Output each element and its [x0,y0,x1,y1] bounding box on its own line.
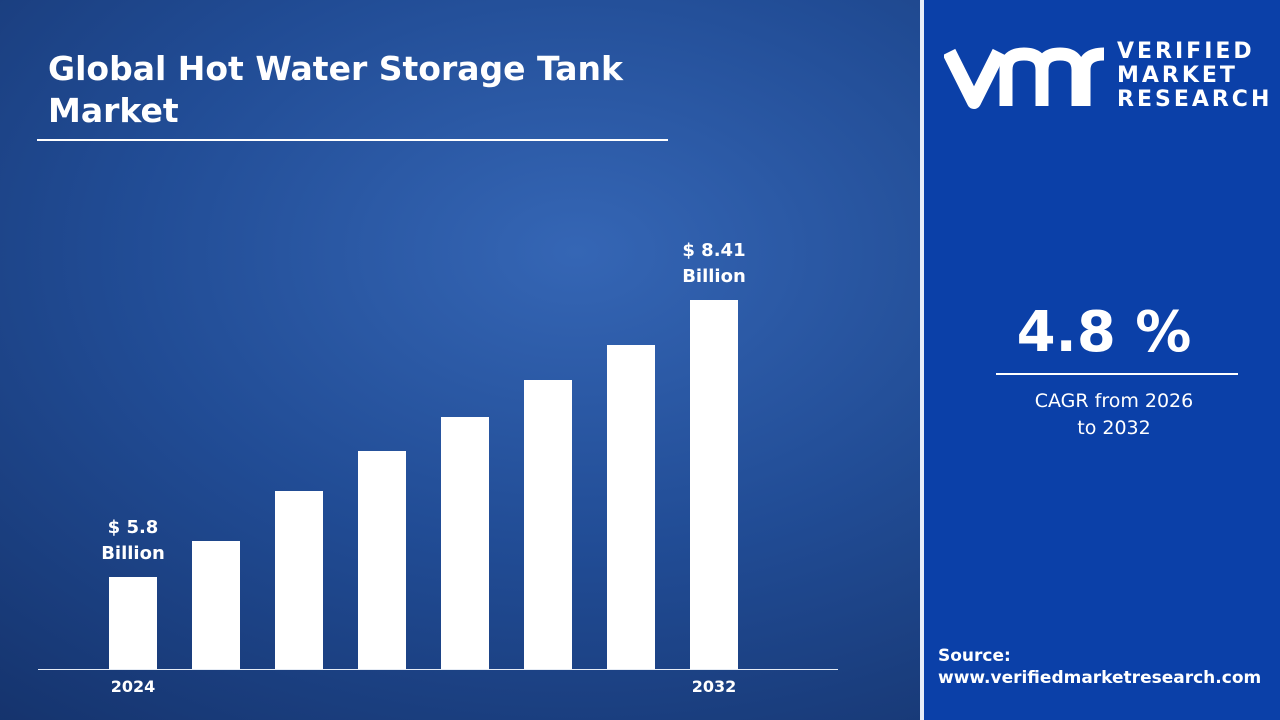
value-label: $ 8.41 Billion [682,240,746,287]
chart: 2024 $ 5.8 Billion 2032 $ 8.41 Billion [38,240,838,696]
brand-line: RESEARCH [1117,87,1273,112]
bar [690,300,738,669]
brand: VERIFIED MARKET RESEARCH [1117,40,1272,112]
bar [607,344,655,669]
bar [524,379,572,669]
source-url: www.verifiedmarketresearch.com [938,668,1262,688]
source: Source: www.verifiedmarketresearch.com [938,645,1261,689]
cagr-rule [996,373,1238,375]
cagr-label: CAGR from 2026 to 2032 [1034,390,1194,439]
bar [358,450,406,669]
baseline [38,669,838,670]
cagr-value: 4.8 % [1016,300,1192,365]
value-label: $ 5.8 Billion [101,516,165,564]
bar [109,576,157,669]
x-tick-label: 2024 [110,677,156,696]
brand-line: MARKET [1117,63,1238,88]
bar [275,490,323,669]
bar [192,540,240,669]
bar [441,416,489,669]
chart-title: Global Hot Water Storage Tank Market [48,49,623,130]
source-label: Source: [938,646,1011,666]
title-rule [37,139,668,141]
x-tick-label: 2032 [691,677,737,696]
brand-line: VERIFIED [1117,39,1255,64]
logo-mark [944,47,1105,109]
side-panel: VERIFIED MARKET RESEARCH 4.8 % CAGR from… [920,0,1280,720]
